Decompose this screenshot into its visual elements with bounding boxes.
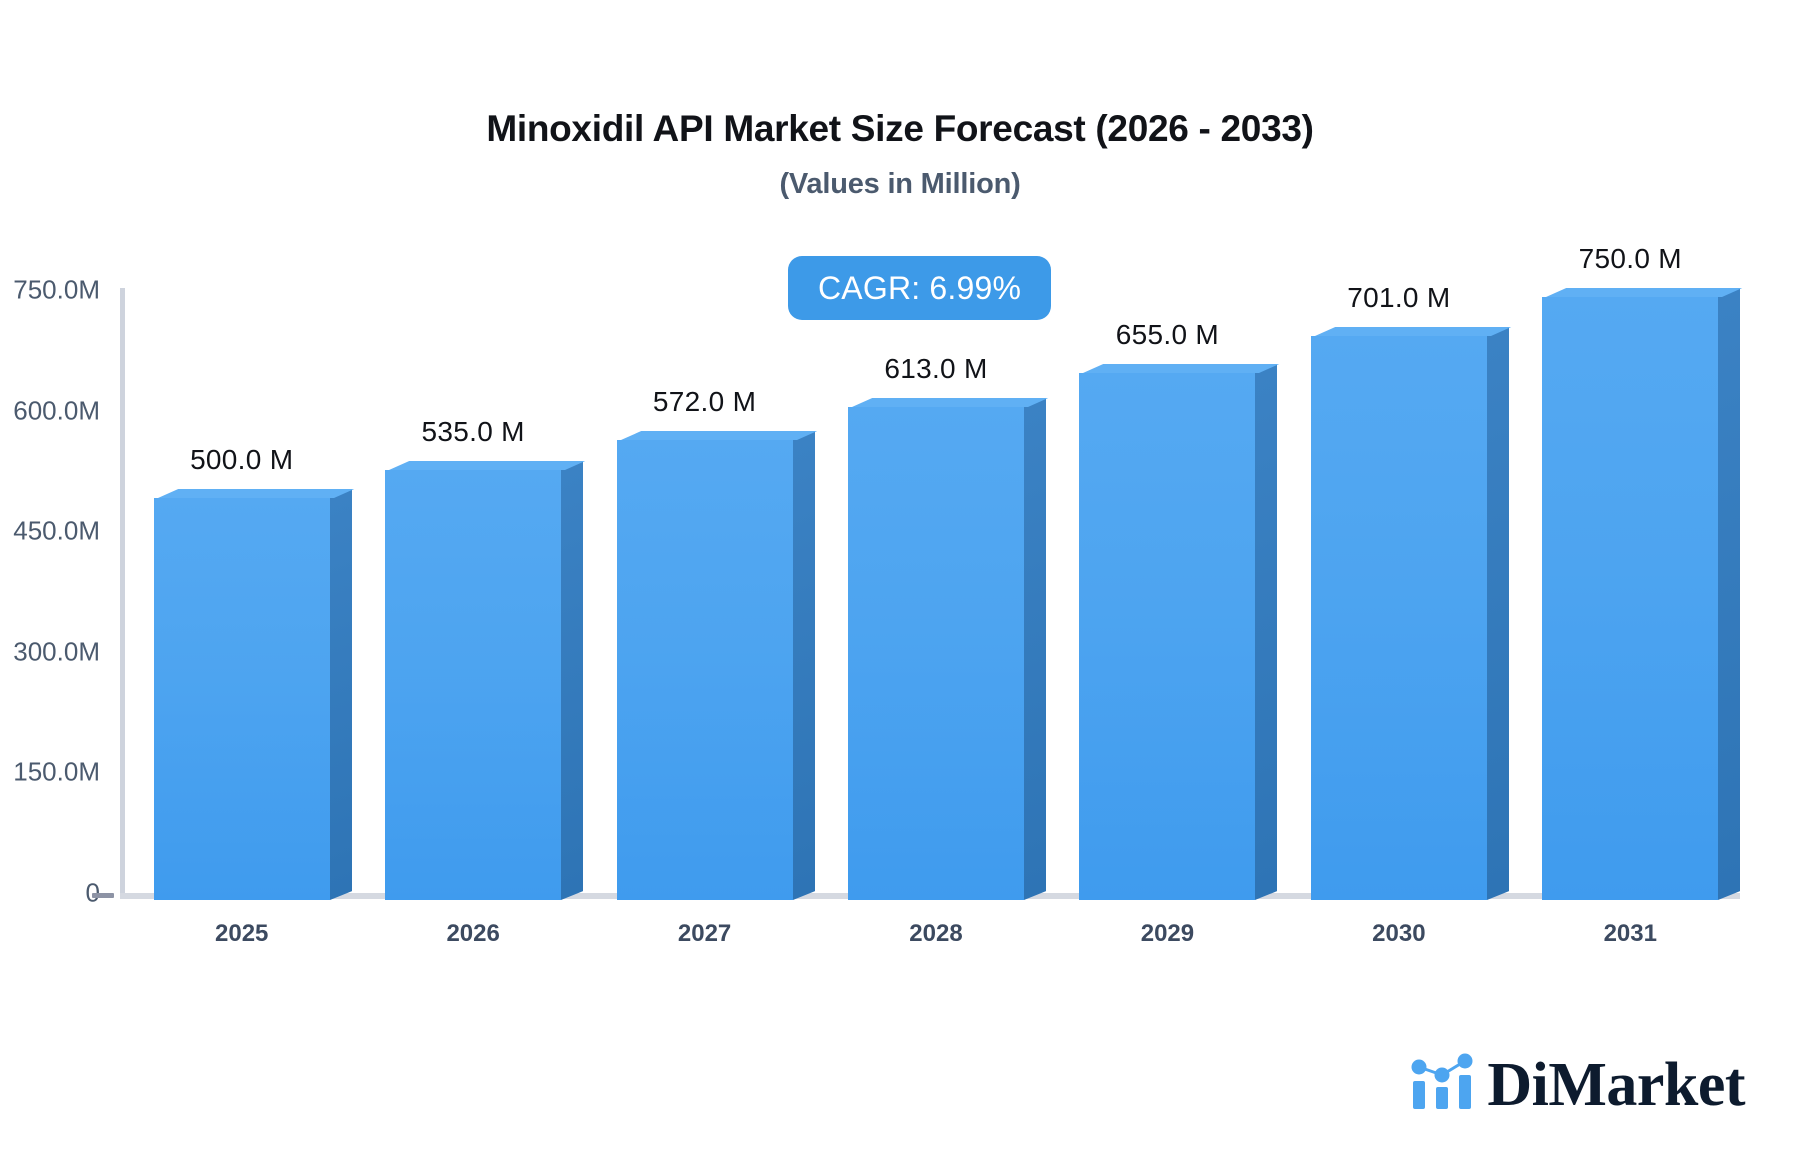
y-axis-tick-label: 0 bbox=[0, 878, 100, 909]
x-axis-tick-label: 2030 bbox=[1372, 920, 1426, 947]
bar-top-face bbox=[1083, 364, 1280, 374]
brand-logo: DiMarket bbox=[1411, 1053, 1745, 1116]
bar-side-face bbox=[561, 460, 584, 900]
x-axis-tick-label: 2025 bbox=[215, 920, 269, 947]
bar-top-face bbox=[620, 431, 817, 441]
bar-2031[interactable]: 750.0 M 2031 bbox=[1542, 243, 1743, 947]
bar-2027[interactable]: 572.0 M 2027 bbox=[616, 247, 817, 947]
bar-side-face bbox=[329, 489, 352, 900]
y-axis-line bbox=[120, 288, 125, 896]
bar-front-face bbox=[153, 498, 330, 900]
bar-front-face bbox=[848, 407, 1024, 900]
bar-value-label: 572.0 M bbox=[652, 386, 757, 418]
y-axis-zero-tick-icon bbox=[92, 893, 114, 898]
brand-logo-text: DiMarket bbox=[1487, 1050, 1745, 1119]
bar-front-face bbox=[1079, 373, 1256, 900]
bar-value-label: 655.0 M bbox=[1115, 319, 1220, 351]
bar-side-face bbox=[792, 431, 815, 900]
y-axis-tick-label: 450.0M bbox=[13, 515, 100, 546]
bar-side-face bbox=[1255, 364, 1278, 900]
bar-2025[interactable]: 500.0 M 2025 bbox=[153, 247, 354, 947]
bar-2029[interactable]: 655.0 M 2029 bbox=[1079, 247, 1280, 947]
y-axis-tick-label: 300.0M bbox=[13, 636, 100, 667]
bar-front-face bbox=[616, 440, 793, 900]
cagr-badge: CAGR: 6.99% bbox=[788, 256, 1052, 320]
x-axis-tick-label: 2027 bbox=[677, 920, 732, 947]
bar-side-face bbox=[1718, 288, 1741, 900]
bar-2026[interactable]: 535.0 M 2026 bbox=[385, 247, 586, 947]
x-axis-tick-label: 2031 bbox=[1603, 920, 1657, 947]
bar-top-face bbox=[389, 460, 586, 470]
y-axis-tick-label: 600.0M bbox=[13, 395, 100, 426]
x-axis-tick-label: 2029 bbox=[1140, 920, 1195, 947]
bar-value-label: 500.0 M bbox=[190, 444, 294, 475]
bar-front-face bbox=[385, 469, 562, 900]
bar-front-face bbox=[1310, 336, 1487, 900]
bar-2030[interactable]: 701.0 M 2030 bbox=[1310, 247, 1512, 947]
bar-chart-logo-icon bbox=[1411, 1053, 1473, 1116]
plot-area: 500.0 M 2025 535.0 M 2026 572.0 M 2027 613.0 M… bbox=[120, 240, 1743, 947]
y-axis-tick-label: 750.0M bbox=[13, 274, 100, 305]
bar-side-face bbox=[1024, 398, 1046, 900]
bar-2028[interactable]: 613.0 M 2028 bbox=[848, 247, 1049, 947]
cagr-badge-label: CAGR: 6.99% bbox=[818, 269, 1022, 306]
bar-value-label: 613.0 M bbox=[884, 353, 988, 385]
bar-top-face bbox=[157, 489, 354, 498]
x-axis-tick-label: 2028 bbox=[909, 920, 963, 947]
bar-top-face bbox=[852, 398, 1049, 408]
bar-side-face bbox=[1486, 327, 1509, 900]
bar-front-face bbox=[1542, 297, 1719, 900]
bar-value-label: 701.0 M bbox=[1347, 282, 1451, 314]
chart-subtitle: (Values in Million) bbox=[779, 168, 1021, 200]
bar-top-face bbox=[1546, 288, 1743, 297]
page-title: Minoxidil API Market Size Forecast (2026… bbox=[486, 108, 1314, 149]
bar-value-label: 750.0 M bbox=[1578, 243, 1682, 274]
y-axis-tick-label: 150.0M bbox=[13, 756, 100, 787]
y-axis: 0 150.0M 300.0M 450.0M 600.0M 750.0M bbox=[0, 240, 100, 908]
bar-top-face bbox=[1314, 327, 1512, 337]
x-axis-tick-label: 2026 bbox=[446, 920, 500, 947]
bar-value-label: 535.0 M bbox=[421, 415, 525, 447]
